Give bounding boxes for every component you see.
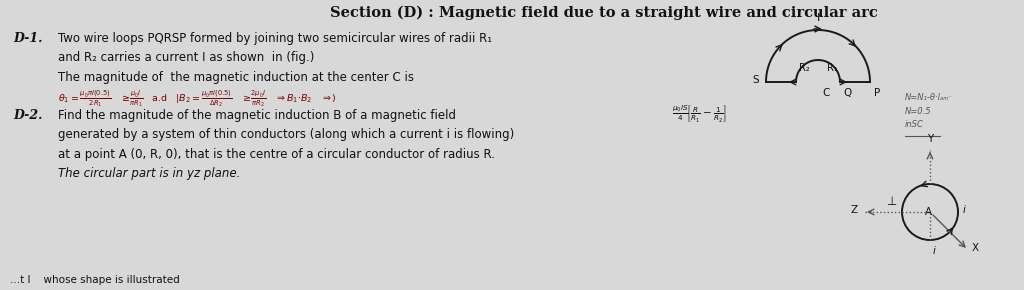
Text: ...t l    whose shape is illustrated: ...t l whose shape is illustrated bbox=[10, 275, 180, 285]
Text: at a point A (0, R, 0), that is the centre of a circular conductor of radius R.: at a point A (0, R, 0), that is the cent… bbox=[58, 148, 495, 161]
Text: N=0.5: N=0.5 bbox=[905, 107, 932, 116]
Text: N=N₁-θ·lₐₘ·: N=N₁-θ·lₐₘ· bbox=[905, 93, 952, 102]
Text: C: C bbox=[822, 88, 829, 98]
Text: Y: Y bbox=[927, 134, 933, 144]
Text: A: A bbox=[925, 207, 932, 217]
Text: The magnitude of  the magnetic induction at the center C is: The magnitude of the magnetic induction … bbox=[58, 71, 414, 84]
Text: Two wire loops PQRSP formed by joining two semicircular wires of radii R₁: Two wire loops PQRSP formed by joining t… bbox=[58, 32, 493, 45]
Text: Find the magnitude of the magnetic induction B of a magnetic field: Find the magnitude of the magnetic induc… bbox=[58, 109, 456, 122]
Text: Z: Z bbox=[851, 205, 858, 215]
Text: X: X bbox=[972, 243, 979, 253]
Text: I: I bbox=[816, 13, 819, 23]
Text: P: P bbox=[874, 88, 881, 98]
Text: S: S bbox=[753, 75, 759, 85]
Text: The circular part is in yz plane.: The circular part is in yz plane. bbox=[58, 168, 241, 180]
Text: D-2.: D-2. bbox=[13, 109, 43, 122]
Text: R₁: R₁ bbox=[826, 63, 838, 73]
Text: inSC: inSC bbox=[905, 120, 924, 129]
Text: ⊥: ⊥ bbox=[887, 195, 897, 208]
Text: i: i bbox=[963, 205, 966, 215]
Text: and R₂ carries a current I as shown  in (fig.): and R₂ carries a current I as shown in (… bbox=[58, 52, 314, 64]
Text: Section (D) : Magnetic field due to a straight wire and circular arc: Section (D) : Magnetic field due to a st… bbox=[330, 6, 878, 20]
Text: $\frac{\mu_0 IS}{4}\!\left[\frac{R}{R_1}-\frac{1}{R_2}\right]$: $\frac{\mu_0 IS}{4}\!\left[\frac{R}{R_1}… bbox=[672, 104, 727, 125]
Text: generated by a system of thin conductors (along which a current i is flowing): generated by a system of thin conductors… bbox=[58, 128, 514, 142]
Text: Q: Q bbox=[843, 88, 851, 98]
Text: i: i bbox=[933, 246, 936, 256]
Text: D-1.: D-1. bbox=[13, 32, 43, 45]
Text: $\theta_1=\frac{\mu_0\pi I(0.5)}{2R_1}$   $\geq\!\frac{\mu_0 I}{\pi R_1}$   a.d : $\theta_1=\frac{\mu_0\pi I(0.5)}{2R_1}$ … bbox=[58, 90, 337, 109]
Text: R₂: R₂ bbox=[799, 63, 809, 73]
